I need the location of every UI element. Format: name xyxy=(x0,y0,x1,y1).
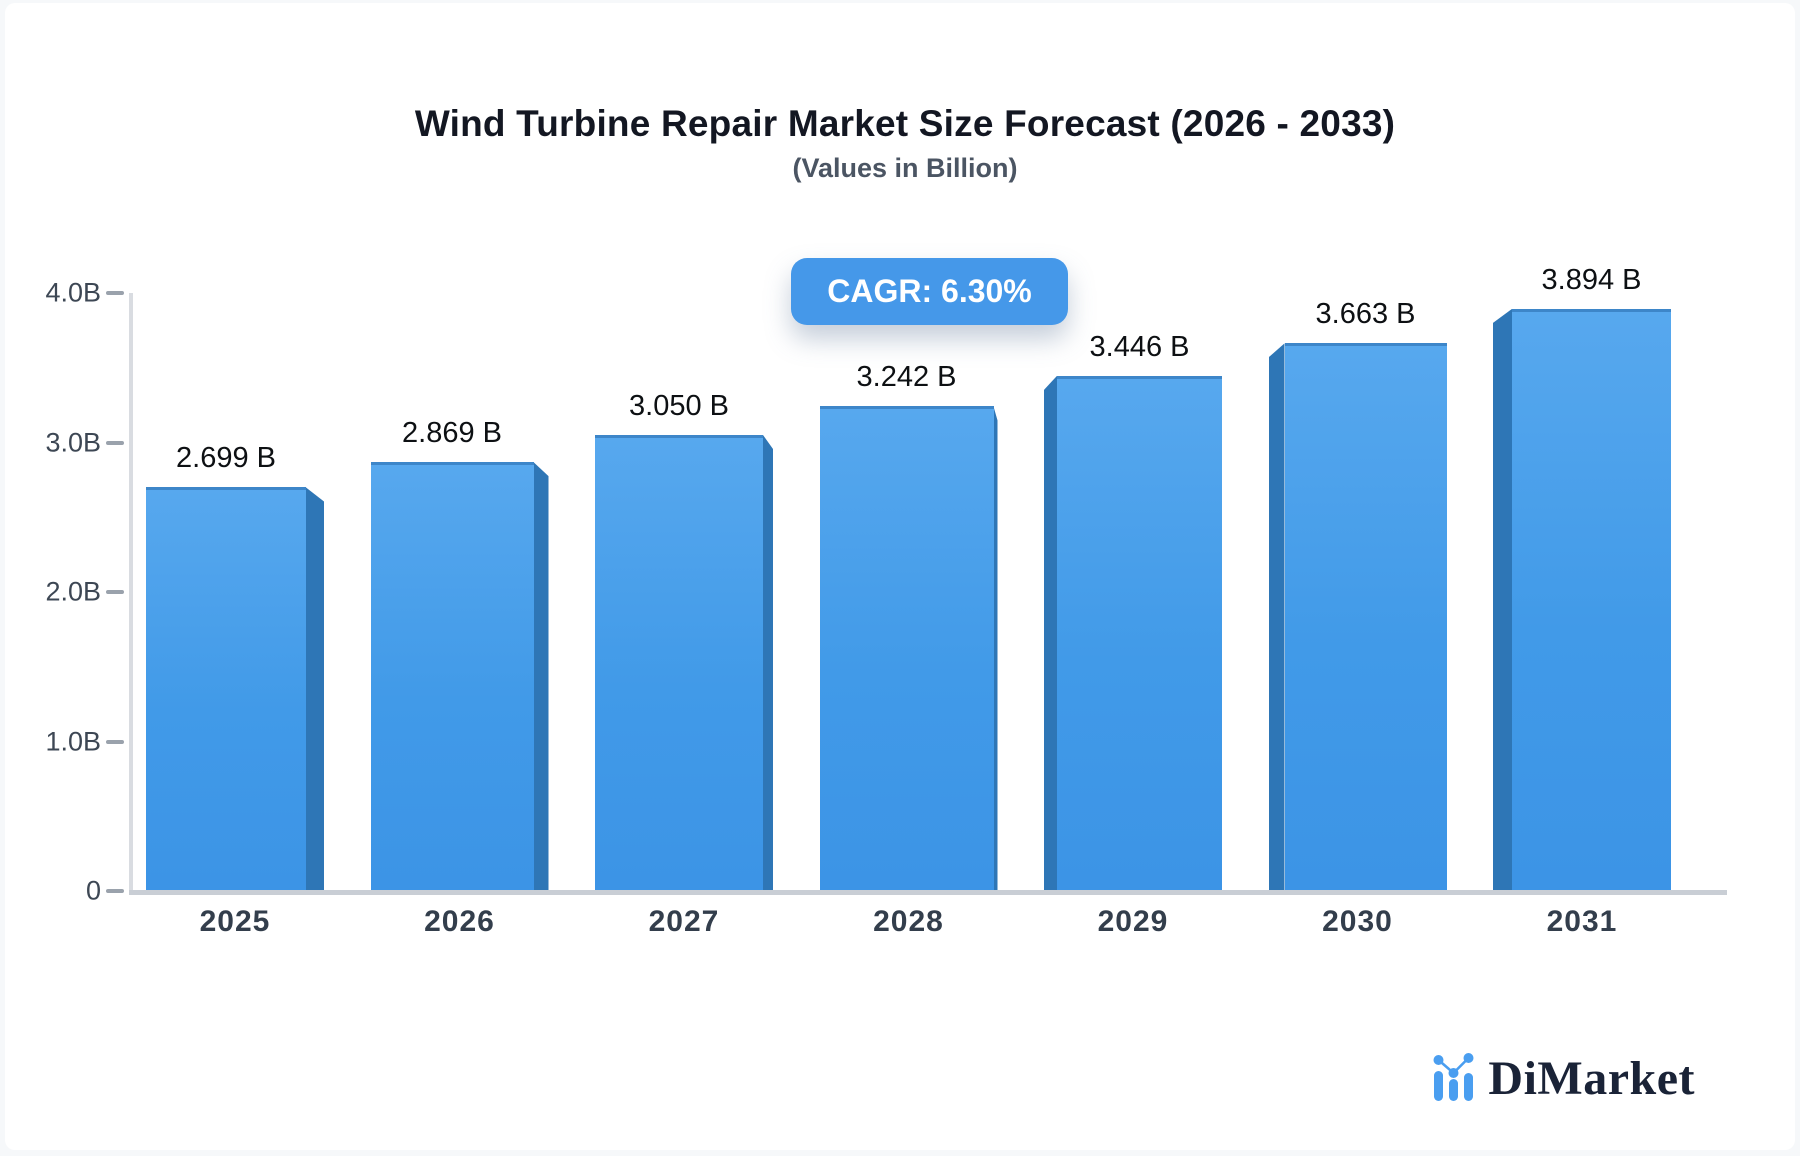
x-tick-label: 2026 xyxy=(424,905,495,938)
y-tick-dash xyxy=(106,590,124,594)
x-tick-label: 2031 xyxy=(1546,905,1618,938)
bar-side xyxy=(1044,375,1057,891)
bar-side xyxy=(533,462,549,891)
bar-value-label: 3.663 B xyxy=(1315,298,1416,331)
bar-value-label: 3.446 B xyxy=(1089,330,1190,363)
bar-face xyxy=(1512,308,1671,891)
bar xyxy=(1493,308,1671,891)
bar-value-label: 3.242 B xyxy=(856,361,957,394)
bar-value-label: 3.050 B xyxy=(629,390,729,423)
x-axis-line xyxy=(129,890,1727,895)
bar xyxy=(1044,375,1222,891)
bar-side xyxy=(1268,343,1285,891)
y-tick-label: 4.0B xyxy=(45,277,101,308)
bar-side xyxy=(306,487,324,891)
chart-subtitle: (Values in Billion) xyxy=(792,153,1018,183)
y-tick-dash xyxy=(106,889,124,893)
bar-face xyxy=(146,487,306,891)
y-tick-dash xyxy=(106,440,124,445)
bar-line-chart-icon xyxy=(1432,1053,1478,1103)
bar-side xyxy=(763,435,773,891)
dimarket-logo: DiMarket xyxy=(1432,1043,1695,1103)
y-tick-label: 0 xyxy=(85,875,101,906)
y-axis-line xyxy=(129,293,133,895)
bar xyxy=(370,462,549,891)
bar xyxy=(819,406,998,891)
x-tick-label: 2028 xyxy=(873,905,944,938)
x-tick-label: 2029 xyxy=(1097,905,1169,938)
bar xyxy=(146,487,324,891)
bar-side xyxy=(993,406,998,891)
y-tick-dash xyxy=(106,739,124,744)
bar xyxy=(1268,343,1447,891)
cagr-badge: CAGR: 6.30% xyxy=(791,258,1068,325)
chart-title: Wind Turbine Repair Market Size Forecast… xyxy=(414,103,1396,144)
y-tick-dash xyxy=(106,291,124,295)
y-tick-label: 1.0B xyxy=(45,726,101,756)
bar-value-label: 2.869 B xyxy=(402,417,502,450)
bar-value-label: 3.894 B xyxy=(1541,263,1642,296)
bar-face xyxy=(1284,343,1447,891)
cagr-badge-label: CAGR: 6.30% xyxy=(827,273,1032,309)
bar-face xyxy=(819,406,994,891)
logo-wordmark: DiMarket xyxy=(1488,1052,1695,1105)
y-tick-label: 2.0B xyxy=(45,576,101,607)
chart-card: Wind Turbine Repair Market Size Forecast… xyxy=(5,3,1795,1150)
bar-face xyxy=(1057,375,1222,891)
y-tick-label: 3.0B xyxy=(45,427,101,457)
x-tick-label: 2025 xyxy=(199,905,271,938)
bar-face xyxy=(595,435,763,891)
bar xyxy=(595,435,773,891)
bar-face xyxy=(370,462,534,891)
x-tick-label: 2030 xyxy=(1322,905,1393,938)
bar-value-label: 2.699 B xyxy=(176,442,276,475)
bar-side xyxy=(1493,308,1512,891)
x-tick-label: 2027 xyxy=(648,905,720,938)
